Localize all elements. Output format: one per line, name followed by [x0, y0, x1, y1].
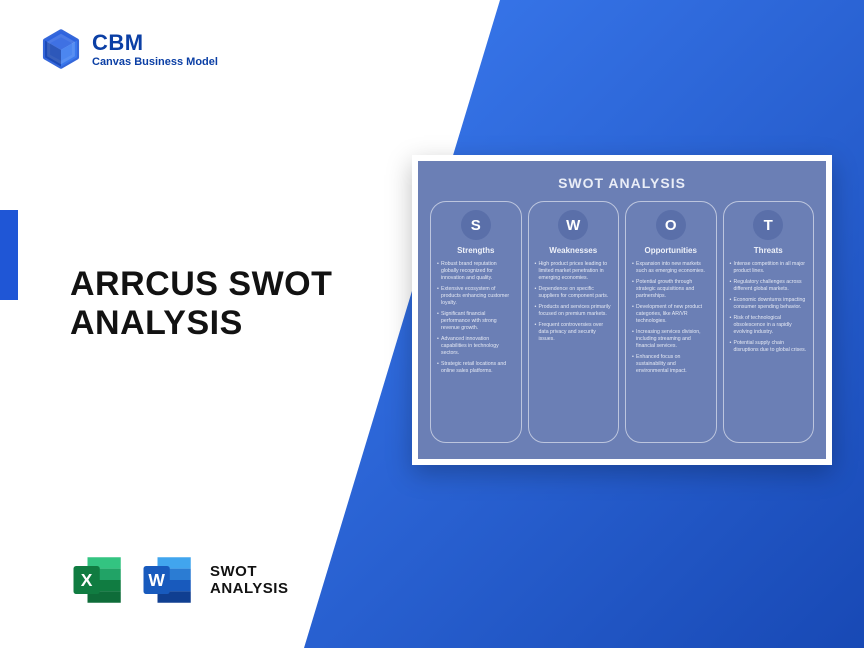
swot-item: High product prices leading to limited m…: [535, 261, 613, 282]
brand-name: CBM: [92, 30, 218, 56]
swot-item: Extensive ecosystem of products enhancin…: [437, 286, 515, 307]
swot-item: Intense competition in all major product…: [730, 261, 808, 275]
swot-column-heading: Threats: [754, 246, 783, 255]
swot-item: Significant financial performance with s…: [437, 311, 515, 332]
swot-item: Regulatory challenges across different g…: [730, 279, 808, 293]
svg-text:X: X: [81, 570, 93, 590]
left-accent-bar: [0, 210, 18, 300]
swot-letter-badge: W: [558, 210, 588, 240]
swot-item-list: Robust brand reputation globally recogni…: [437, 261, 515, 379]
brand-logo: CBM Canvas Business Model: [40, 28, 218, 70]
swot-column-s: S Strengths Robust brand reputation global…: [430, 201, 522, 443]
swot-item: Expansion into new markets such as emerg…: [632, 261, 710, 275]
swot-letter-badge: O: [656, 210, 686, 240]
swot-item-list: Expansion into new markets such as emerg…: [632, 261, 710, 379]
excel-icon: X: [70, 552, 126, 608]
page-title-line2: ANALYSIS: [70, 304, 243, 342]
page-title: ARRCUS SWOT ANALYSIS: [70, 265, 332, 343]
swot-item: Advanced innovation capabilities in tech…: [437, 336, 515, 357]
swot-letter-badge: T: [753, 210, 783, 240]
swot-item-list: High product prices leading to limited m…: [535, 261, 613, 347]
swot-item: Risk of technological obsolescence in a …: [730, 315, 808, 336]
svg-text:W: W: [148, 570, 165, 590]
swot-column-heading: Weaknesses: [549, 246, 597, 255]
swot-item: Dependence on specific suppliers for com…: [535, 286, 613, 300]
swot-item: Frequent controversies over data privacy…: [535, 322, 613, 343]
swot-card-title: SWOT ANALYSIS: [430, 175, 814, 191]
swot-preview-card: SWOT ANALYSIS S Strengths Robust brand rep…: [412, 155, 832, 465]
word-icon: W: [140, 552, 196, 608]
swot-item: Economic downturns impacting consumer sp…: [730, 297, 808, 311]
swot-letter-badge: S: [461, 210, 491, 240]
swot-column-o: O Opportunities Expansion into new markets…: [625, 201, 717, 443]
swot-item: Development of new product categories, l…: [632, 304, 710, 325]
swot-item: Increasing services division, including …: [632, 329, 710, 350]
file-label-line2: ANALYSIS: [210, 580, 288, 597]
swot-column-heading: Opportunities: [645, 246, 697, 255]
file-label-line1: SWOT: [210, 563, 288, 580]
swot-item: Products and services primarily focused …: [535, 304, 613, 318]
swot-column-heading: Strengths: [457, 246, 494, 255]
swot-item: Strategic retail locations and online sa…: [437, 361, 515, 375]
swot-columns: S Strengths Robust brand reputation global…: [430, 201, 814, 443]
page-title-line1: ARRCUS SWOT: [70, 265, 332, 303]
swot-column-w: W Weaknesses High product prices leading t…: [528, 201, 620, 443]
brand-tagline: Canvas Business Model: [92, 56, 218, 68]
swot-item: Robust brand reputation globally recogni…: [437, 261, 515, 282]
swot-item-list: Intense competition in all major product…: [730, 261, 808, 358]
swot-item: Potential supply chain disruptions due t…: [730, 340, 808, 354]
file-format-row: X W SWOT ANALYSIS: [70, 552, 288, 608]
file-format-label: SWOT ANALYSIS: [210, 563, 288, 597]
brand-logo-icon: [40, 28, 82, 70]
swot-item: Enhanced focus on sustainability and env…: [632, 354, 710, 375]
swot-column-t: T Threats Intense competition in all major…: [723, 201, 815, 443]
swot-item: Potential growth through strategic acqui…: [632, 279, 710, 300]
